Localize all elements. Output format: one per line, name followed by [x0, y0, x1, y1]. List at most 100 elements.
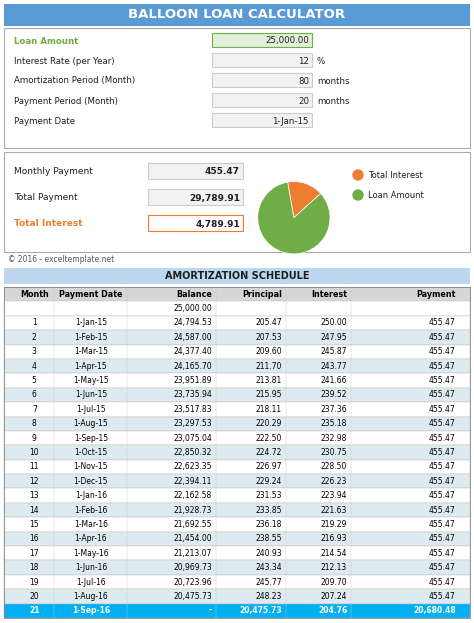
Text: Total Interest: Total Interest — [14, 219, 82, 229]
Bar — [148, 215, 243, 231]
Text: 1-Feb-15: 1-Feb-15 — [74, 333, 108, 342]
Text: 22,623.35: 22,623.35 — [173, 462, 212, 472]
Text: 455.47: 455.47 — [429, 477, 456, 486]
Text: 455.47: 455.47 — [429, 578, 456, 586]
Text: 80: 80 — [298, 77, 309, 85]
Text: 455.47: 455.47 — [429, 391, 456, 399]
Text: Payment Period (Month): Payment Period (Month) — [14, 97, 118, 105]
Text: 23,075.04: 23,075.04 — [173, 434, 212, 442]
Text: 229.24: 229.24 — [255, 477, 282, 486]
Text: 1-Jul-16: 1-Jul-16 — [76, 578, 106, 586]
Text: 1-Sep-16: 1-Sep-16 — [72, 606, 110, 616]
Text: 9: 9 — [32, 434, 36, 442]
Text: 21: 21 — [29, 606, 39, 616]
Bar — [4, 152, 470, 252]
Text: 455.47: 455.47 — [429, 462, 456, 472]
Bar — [4, 589, 470, 604]
Text: 21,928.73: 21,928.73 — [173, 506, 212, 515]
Text: 248.23: 248.23 — [255, 592, 282, 601]
Bar — [212, 33, 312, 47]
Bar — [148, 163, 243, 179]
Text: 205.47: 205.47 — [255, 318, 282, 328]
Text: 222.50: 222.50 — [255, 434, 282, 442]
Bar — [4, 517, 470, 531]
Text: 219.29: 219.29 — [321, 520, 347, 529]
Text: 209.70: 209.70 — [320, 578, 347, 586]
Bar — [4, 28, 470, 148]
Text: 1-May-16: 1-May-16 — [73, 549, 109, 558]
Text: 1-Oct-15: 1-Oct-15 — [74, 448, 108, 457]
Text: 245.87: 245.87 — [321, 347, 347, 356]
Text: 241.66: 241.66 — [321, 376, 347, 385]
Text: 455.47: 455.47 — [429, 448, 456, 457]
Text: 243.34: 243.34 — [255, 563, 282, 572]
Text: Loan Amount: Loan Amount — [14, 37, 78, 45]
Text: 1-May-15: 1-May-15 — [73, 376, 109, 385]
Text: 243.77: 243.77 — [320, 362, 347, 371]
Text: 232.98: 232.98 — [321, 434, 347, 442]
Text: 4,789.91: 4,789.91 — [195, 219, 240, 229]
Bar — [4, 4, 470, 26]
Text: 228.50: 228.50 — [321, 462, 347, 472]
Text: 235.18: 235.18 — [321, 419, 347, 428]
Text: months: months — [317, 97, 349, 105]
Text: Interest: Interest — [311, 290, 347, 298]
Text: 230.75: 230.75 — [320, 448, 347, 457]
Text: 238.55: 238.55 — [255, 535, 282, 543]
Text: 21,213.07: 21,213.07 — [173, 549, 212, 558]
Text: 20: 20 — [29, 592, 39, 601]
Text: 20,969.73: 20,969.73 — [173, 563, 212, 572]
Text: 11: 11 — [29, 462, 39, 472]
Text: 1-Jan-15: 1-Jan-15 — [273, 117, 309, 125]
Text: 212.13: 212.13 — [321, 563, 347, 572]
Text: 455.47: 455.47 — [429, 491, 456, 500]
Text: 1-Nov-15: 1-Nov-15 — [73, 462, 108, 472]
Bar — [4, 431, 470, 445]
Text: 20,680.48: 20,680.48 — [413, 606, 456, 616]
Text: Payment: Payment — [416, 290, 456, 298]
Text: 25,000.00: 25,000.00 — [173, 304, 212, 313]
Bar — [4, 330, 470, 345]
Text: 216.93: 216.93 — [321, 535, 347, 543]
Text: 10: 10 — [29, 448, 39, 457]
Bar — [4, 503, 470, 517]
Text: 455.47: 455.47 — [429, 535, 456, 543]
Text: 1-Aug-16: 1-Aug-16 — [73, 592, 108, 601]
Text: 226.97: 226.97 — [255, 462, 282, 472]
Bar — [4, 531, 470, 546]
Text: 19: 19 — [29, 578, 39, 586]
Text: Loan Amount: Loan Amount — [368, 191, 424, 199]
Text: 1: 1 — [32, 318, 36, 328]
Text: Total Interest: Total Interest — [368, 171, 423, 179]
Bar — [212, 53, 312, 67]
Text: 1-Jan-15: 1-Jan-15 — [75, 318, 107, 328]
Text: 8: 8 — [32, 419, 36, 428]
Text: 211.70: 211.70 — [255, 362, 282, 371]
Bar — [4, 316, 470, 330]
Text: 1-Jun-16: 1-Jun-16 — [75, 563, 107, 572]
Text: 1-Jun-15: 1-Jun-15 — [75, 391, 107, 399]
Text: 24,377.40: 24,377.40 — [173, 347, 212, 356]
Text: 215.95: 215.95 — [255, 391, 282, 399]
Text: 245.77: 245.77 — [255, 578, 282, 586]
Text: 1-Jan-16: 1-Jan-16 — [75, 491, 107, 500]
Text: 204.76: 204.76 — [318, 606, 347, 616]
Text: Principal: Principal — [242, 290, 282, 298]
Text: 20: 20 — [298, 97, 309, 105]
Text: 24,794.53: 24,794.53 — [173, 318, 212, 328]
Text: 20,475.73: 20,475.73 — [239, 606, 282, 616]
Text: months: months — [317, 77, 349, 85]
Text: -: - — [209, 606, 212, 616]
Text: 221.63: 221.63 — [321, 506, 347, 515]
Text: %: % — [317, 57, 325, 65]
Text: 226.23: 226.23 — [321, 477, 347, 486]
Text: 455.47: 455.47 — [429, 405, 456, 414]
Text: © 2016 - exceltemplate.net: © 2016 - exceltemplate.net — [8, 255, 114, 265]
Text: 2: 2 — [32, 333, 36, 342]
Circle shape — [353, 170, 363, 180]
Bar — [4, 417, 470, 431]
Text: Amortization Period (Month): Amortization Period (Month) — [14, 77, 135, 85]
Wedge shape — [288, 182, 321, 218]
Text: 239.52: 239.52 — [321, 391, 347, 399]
Text: 233.85: 233.85 — [255, 506, 282, 515]
